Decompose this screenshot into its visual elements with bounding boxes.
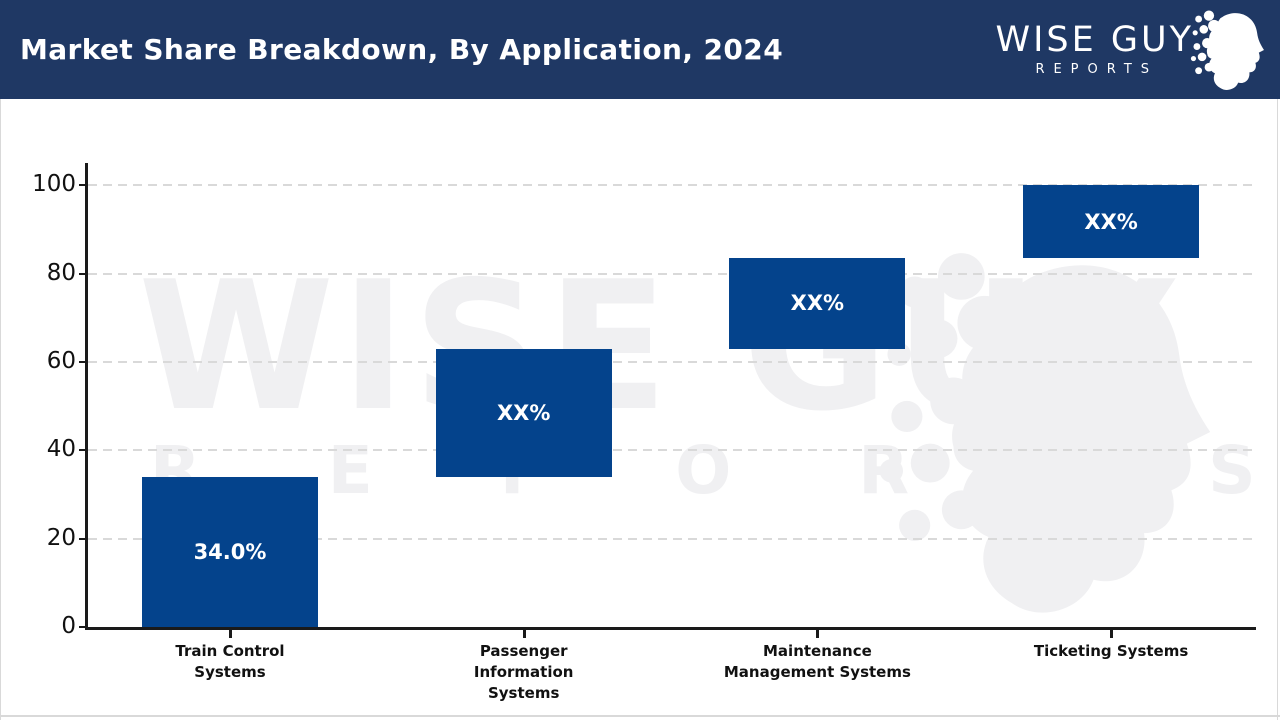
y-tick-label: 60 [46, 347, 76, 374]
logo-text: WISE GUY REPORTS [995, 19, 1194, 77]
bar-value-label: XX% [1084, 209, 1138, 234]
y-axis-tick [79, 272, 88, 275]
page-title: Market Share Breakdown, By Application, … [20, 33, 784, 66]
y-axis-tick [79, 537, 88, 540]
x-category-label: Train Control Systems [175, 642, 285, 681]
y-tick-label: 80 [46, 259, 76, 286]
grid-line [88, 449, 1256, 452]
y-tick-label: 20 [46, 524, 76, 551]
header: Market Share Breakdown, By Application, … [0, 0, 1280, 99]
y-tick-label: 100 [32, 171, 76, 198]
y-axis-line [85, 163, 88, 630]
x-axis-tick [522, 630, 526, 638]
y-axis-tick [79, 626, 88, 628]
y-tick-label: 40 [46, 436, 76, 463]
logo-subtext: REPORTS [1035, 61, 1159, 77]
logo-wordmark: WISE GUY [995, 19, 1194, 60]
bar: 34.0% [142, 476, 318, 627]
grid-line [88, 537, 1256, 540]
x-axis-line [85, 627, 1256, 630]
y-axis-tick [79, 184, 88, 187]
x-axis-tick [229, 630, 232, 638]
x-category-label: Maintenance Management Systems [723, 642, 911, 681]
grid-line [88, 272, 1256, 275]
y-tick-label: 0 [61, 613, 76, 639]
x-axis-tick [1110, 630, 1114, 638]
bar: XX% [435, 348, 612, 477]
x-category-label: Ticketing Systems [1033, 642, 1189, 660]
bar-value-label: XX% [496, 400, 551, 425]
y-axis-tick [79, 449, 88, 452]
bottom-divider [0, 715, 1280, 717]
y-axis-tick [79, 360, 88, 363]
bar: XX% [729, 258, 906, 349]
bar-value-label: 34.0% [193, 539, 267, 564]
bar: XX% [1023, 185, 1200, 259]
logo-face-icon [1190, 9, 1264, 90]
x-axis-tick [816, 630, 820, 638]
bar-value-label: XX% [790, 291, 845, 316]
grid-line [88, 360, 1256, 363]
wise-guy-logo: WISE GUY REPORTS [995, 7, 1266, 93]
x-category-label: Passenger Information Systems [473, 642, 574, 702]
grid-line [88, 184, 1256, 187]
